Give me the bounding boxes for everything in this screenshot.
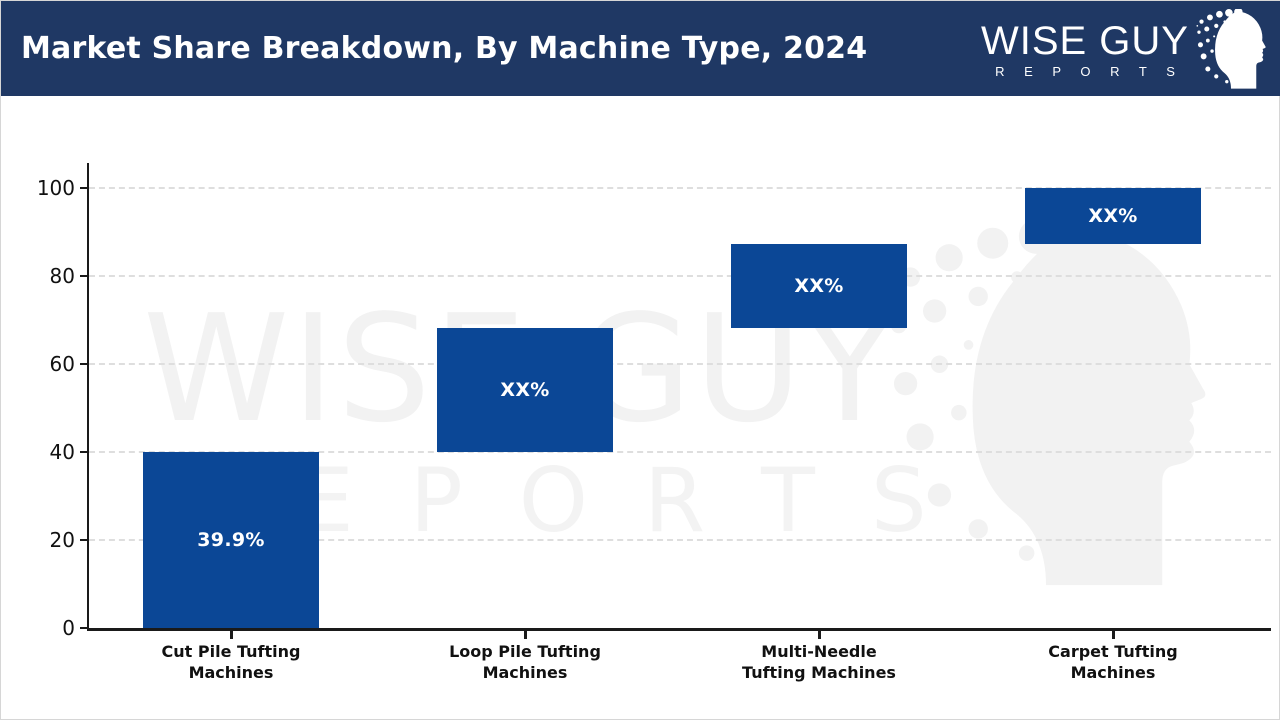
y-tick-label-100: 100 <box>36 176 75 200</box>
gridline-y-80 <box>89 275 1271 277</box>
page-title: Market Share Breakdown, By Machine Type,… <box>21 31 868 66</box>
logo-name: WISE GUY <box>980 18 1189 63</box>
bar-value-label-3: XX% <box>794 275 844 298</box>
gridline-y-40 <box>89 451 1271 453</box>
y-tick-label-20: 20 <box>49 528 75 552</box>
y-tick-label-60: 60 <box>49 352 75 376</box>
y-tick-mark-0 <box>80 627 89 629</box>
wiseguy-logo-text: WISE GUY R E P O R T S <box>981 20 1189 79</box>
bar-value-label-1: 39.9% <box>197 529 265 552</box>
y-tick-label-80: 80 <box>49 264 75 288</box>
x-category-label-2: Loop Pile Tufting Machines <box>449 642 601 682</box>
y-tick-label-40: 40 <box>49 440 75 464</box>
y-tick-mark-100 <box>80 187 89 189</box>
y-tick-mark-20 <box>80 539 89 541</box>
x-tick-mark-4 <box>1112 630 1115 639</box>
x-tick-mark-3 <box>818 630 821 639</box>
y-axis-line <box>87 163 89 631</box>
x-tick-mark-2 <box>524 630 527 639</box>
y-tick-label-0: 0 <box>62 616 75 640</box>
gridline-y-60 <box>89 363 1271 365</box>
y-tick-mark-80 <box>80 275 89 277</box>
y-tick-mark-60 <box>80 363 89 365</box>
gridline-y-100 <box>89 187 1271 189</box>
bar-4: XX% <box>1025 188 1201 245</box>
bar-3: XX% <box>731 244 907 329</box>
bar-value-label-2: XX% <box>500 379 550 402</box>
logo-subtitle: R E P O R T S <box>995 63 1183 79</box>
wiseguy-head-icon <box>1196 9 1266 89</box>
bar-value-label-4: XX% <box>1088 205 1138 228</box>
x-tick-mark-1 <box>230 630 233 639</box>
x-category-label-3: Multi-Needle Tufting Machines <box>742 642 896 682</box>
bar-1: 39.9% <box>143 452 319 628</box>
bar-2: XX% <box>437 328 613 453</box>
wiseguy-logo: WISE GUY R E P O R T S <box>981 7 1267 91</box>
x-category-label-4: Carpet Tufting Machines <box>1048 642 1178 682</box>
header-bar: Market Share Breakdown, By Machine Type,… <box>1 1 1280 96</box>
x-category-label-1: Cut Pile Tufting Machines <box>161 642 301 682</box>
x-axis-line <box>87 628 1271 631</box>
y-tick-mark-40 <box>80 451 89 453</box>
gridline-y-20 <box>89 539 1271 541</box>
